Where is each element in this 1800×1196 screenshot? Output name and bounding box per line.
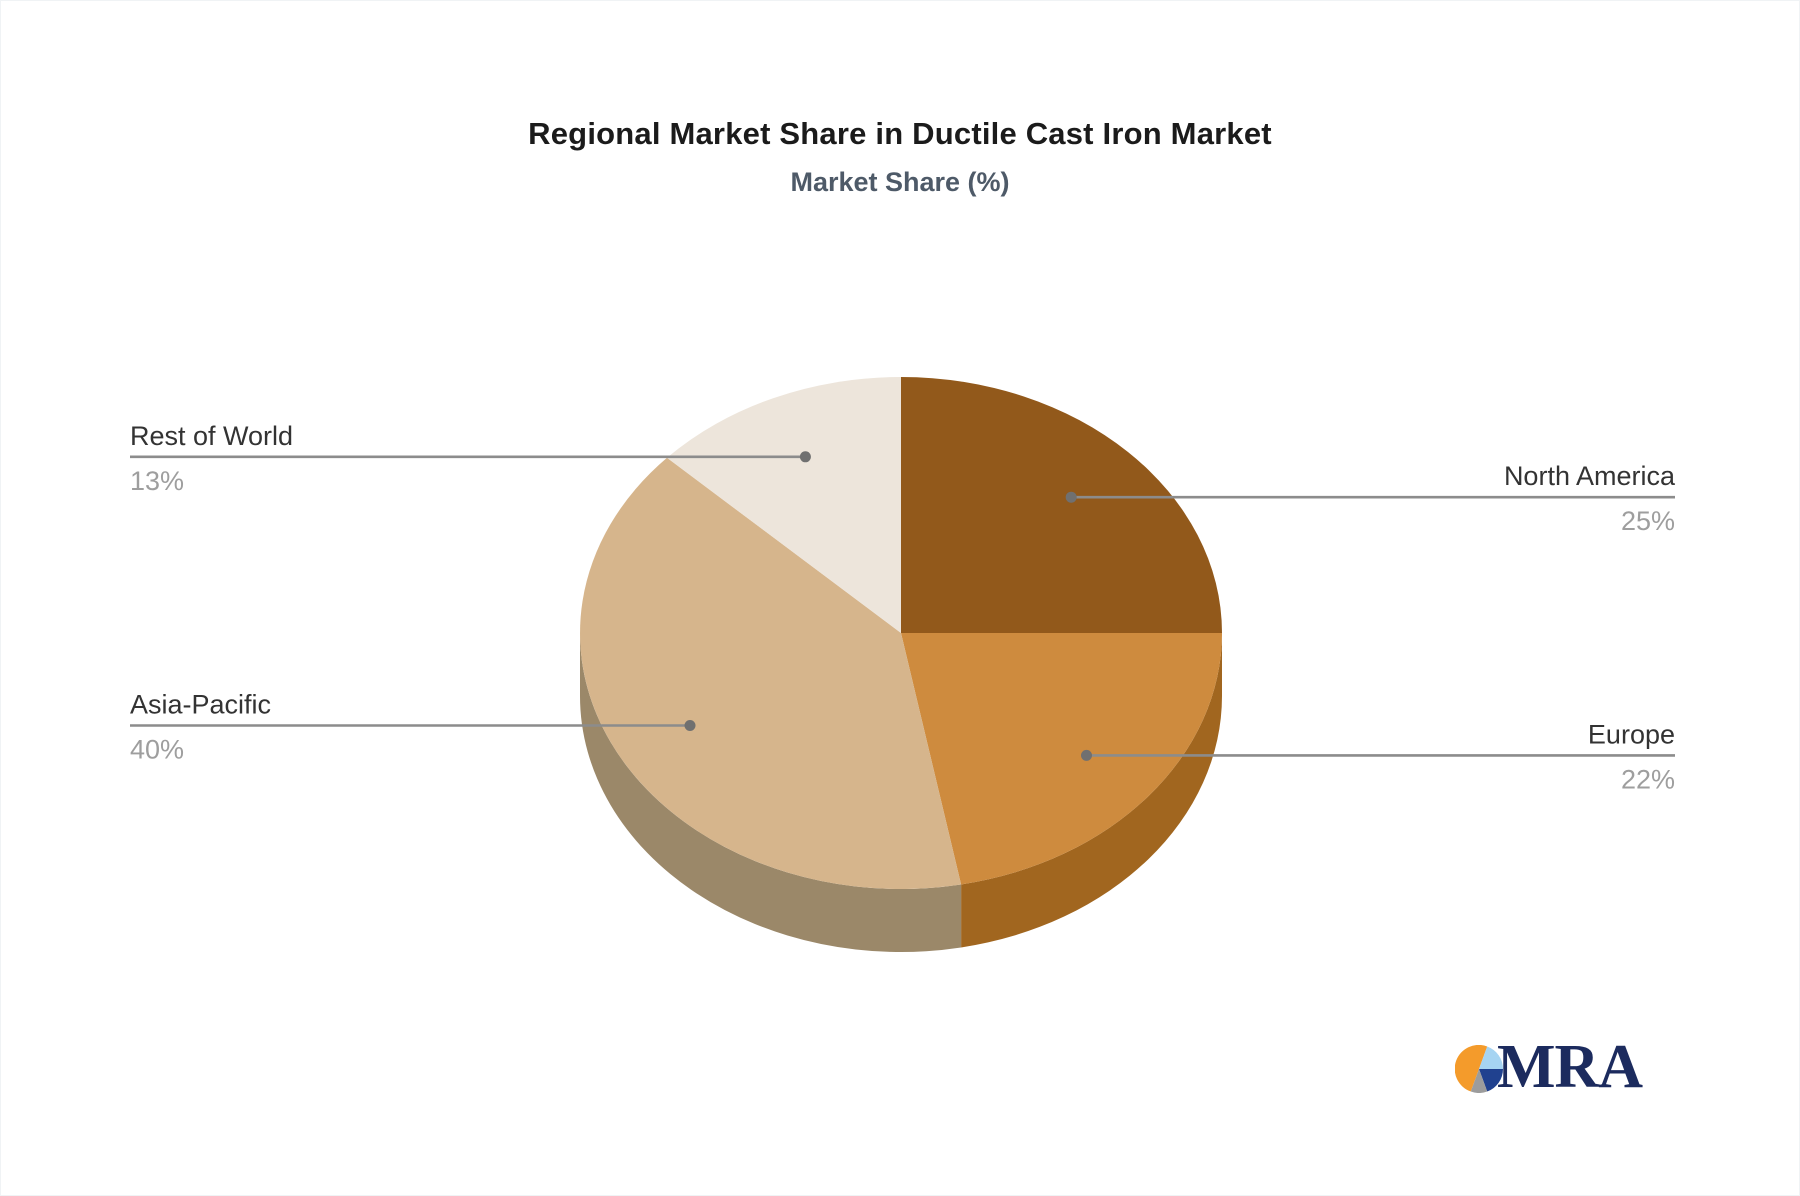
pie-slice-side-asia-pacific — [580, 633, 962, 953]
slice-label-north-america: North America — [1504, 461, 1676, 491]
leader-dot-north-america — [1065, 491, 1077, 503]
pie-slice-side-europe — [961, 633, 1222, 948]
slice-label-asia-pacific: Asia-Pacific — [130, 690, 271, 720]
mra-logo-text: MRA — [1497, 1033, 1643, 1101]
logo-slice-lightblue — [1479, 1046, 1503, 1069]
logo-slice-gray — [1470, 1069, 1488, 1093]
logo-slice-orange — [1455, 1045, 1488, 1092]
slice-label-rest-of-world: Rest of World — [130, 421, 293, 451]
chart-subtitle: Market Share (%) — [790, 167, 1010, 197]
leader-dot-asia-pacific — [684, 720, 696, 731]
slice-label-europe: Europe — [1588, 719, 1675, 749]
logo-slice-navy — [1479, 1069, 1503, 1092]
pie-slice-north-america[interactable] — [901, 377, 1222, 633]
pie-slice-rest-of-world[interactable] — [667, 377, 901, 633]
slice-value-rest-of-world: 13% — [130, 466, 184, 496]
slice-value-asia-pacific: 40% — [130, 735, 184, 765]
mra-logo: MRA — [1455, 1036, 1705, 1105]
leader-dot-rest-of-world — [799, 451, 811, 463]
slice-value-north-america: 25% — [1621, 506, 1675, 536]
slice-value-europe: 22% — [1621, 764, 1675, 794]
pie-slice-asia-pacific[interactable] — [580, 457, 962, 890]
leader-dot-europe — [1081, 749, 1092, 761]
pie-slice-europe[interactable] — [901, 633, 1222, 885]
chart-title: Regional Market Share in Ductile Cast Ir… — [528, 116, 1272, 151]
mra-logo-pie-icon — [1455, 1045, 1503, 1093]
